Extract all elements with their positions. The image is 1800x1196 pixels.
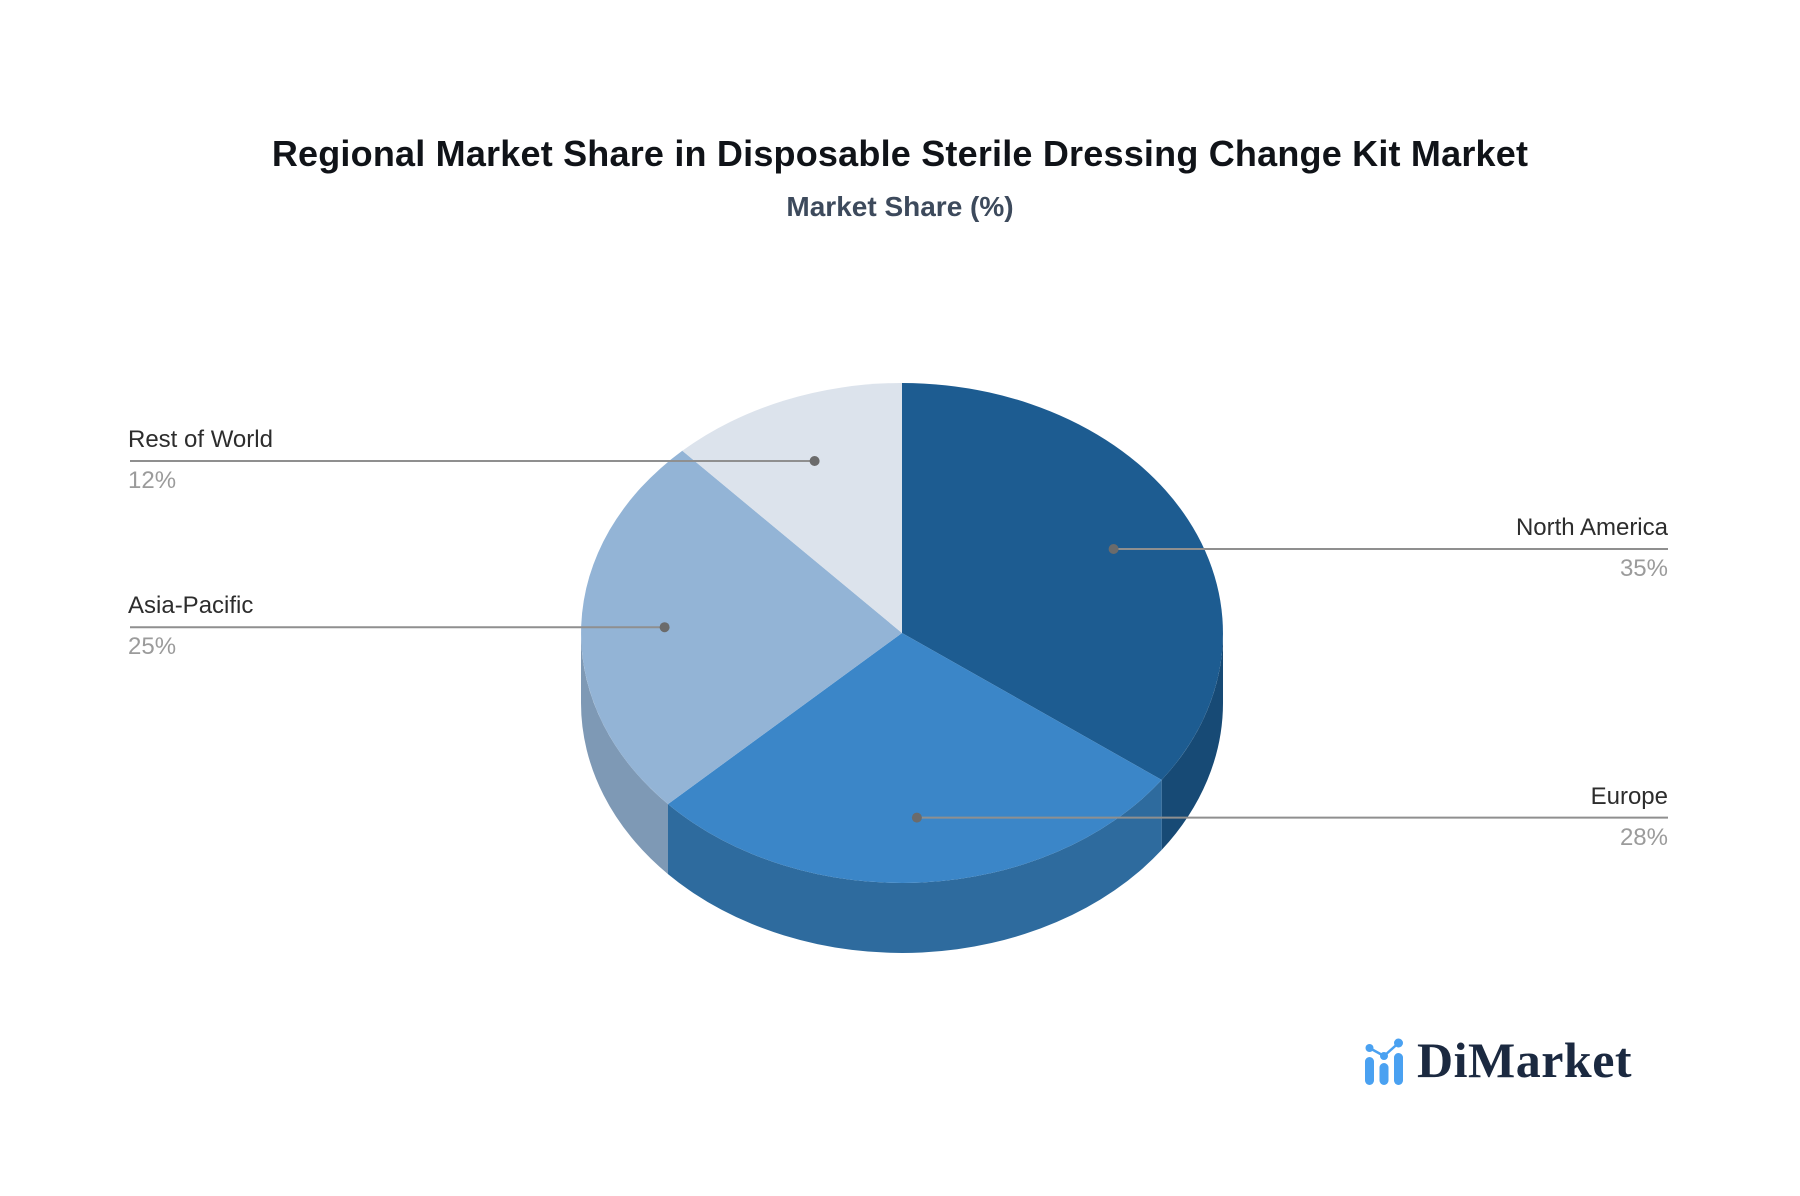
pie-label-percent: 35% (1619, 555, 1668, 582)
pie-slice-side-asia-pacific (581, 633, 668, 875)
pie-label-name: Asia-Pacific (128, 592, 254, 620)
pie-label-dot-north-america (1108, 544, 1119, 554)
pie-label-name: North America (1515, 514, 1668, 541)
pie-label-asia-pacific: Asia-Pacific 25% (128, 592, 253, 660)
pie-label-percent: 28% (1619, 823, 1668, 851)
pie-label-dot-rest-of-world (809, 456, 820, 466)
pie-slice-europe[interactable] (668, 633, 1162, 883)
pie-label-percent: 25% (128, 633, 177, 661)
pie-label-north-america: North America 35% (1516, 514, 1668, 582)
logo-text: DiMarket (1417, 1032, 1633, 1088)
dimarket-logo: DiMarket (1362, 1032, 1632, 1088)
pie-label-dot-asia-pacific (659, 622, 670, 633)
pie-slice-rest-of-world[interactable] (682, 383, 902, 633)
pie-label-rest-of-world: Rest of World 12% (128, 426, 273, 494)
bar-chart-trend-icon (1365, 1038, 1403, 1085)
chart-title: Regional Market Share in Disposable Ster… (271, 133, 1529, 174)
pie-slice-asia-pacific[interactable] (581, 450, 902, 805)
chart-subtitle: Market Share (%) (786, 191, 1014, 222)
pie-slice-side-north-america (1161, 633, 1223, 850)
pie-label-percent: 12% (128, 467, 177, 494)
pie-slice-north-america[interactable] (902, 383, 1223, 780)
pie-label-name: Rest of World (128, 426, 273, 453)
pie-label-name: Europe (1590, 782, 1668, 810)
pie-label-dot-europe (911, 812, 922, 823)
pie-slice-side-europe (668, 779, 1162, 953)
pie-label-europe: Europe 28% (1591, 783, 1668, 851)
